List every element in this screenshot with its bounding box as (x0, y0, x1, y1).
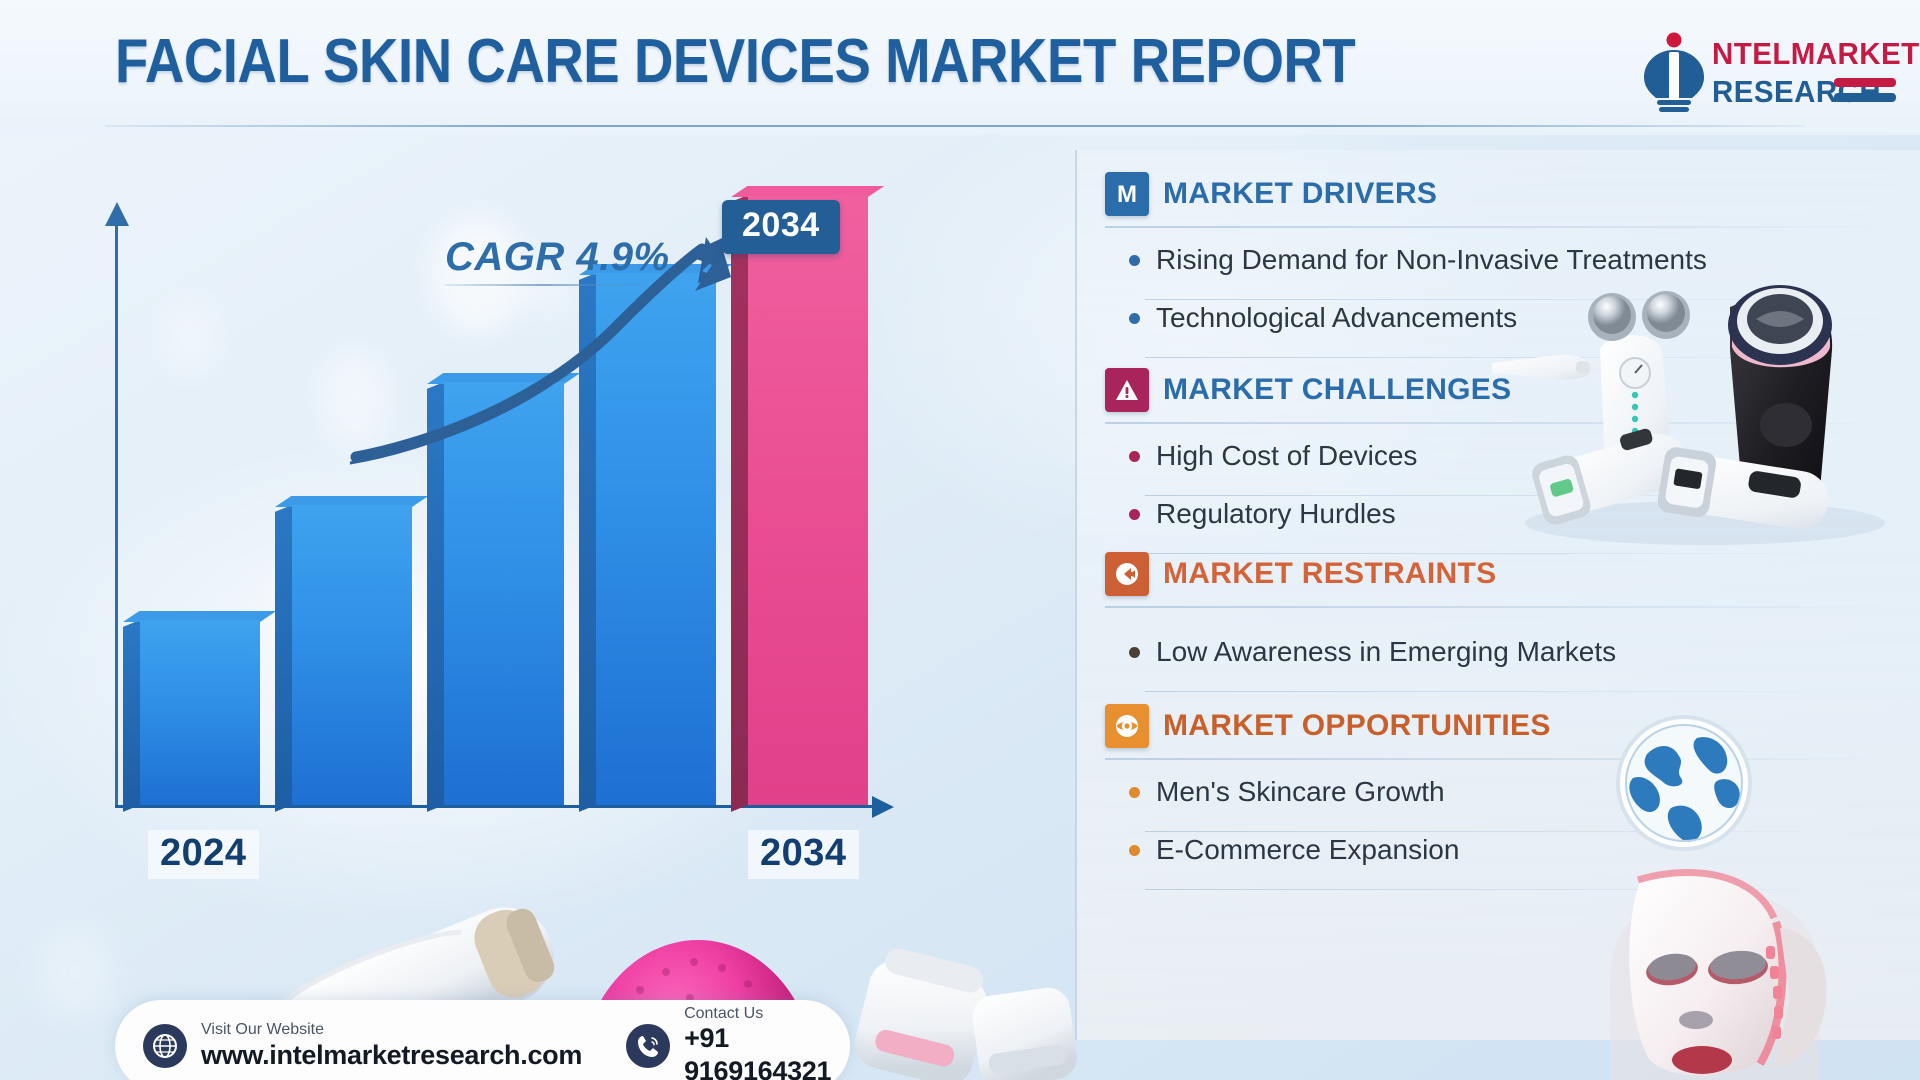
logo-wordmark: NTELMARKET RESEARCH (1712, 38, 1920, 107)
website-label: Visit Our Website (201, 1021, 325, 1038)
contact-value[interactable]: +91 9169164321 (684, 1023, 832, 1080)
bokeh-light (430, 215, 526, 335)
skincare-devices-photo (1492, 285, 1885, 545)
bullet-divider (1145, 831, 1802, 832)
bullet-dot-icon (1129, 787, 1140, 798)
list-item: Rising Demand for Non-Invasive Treatment… (1077, 242, 1920, 299)
cagr-annotation: CAGR 4.9% (445, 235, 670, 286)
bar-3 (427, 373, 581, 812)
bullet-list: Rising Demand for Non-Invasive Treatment… (1077, 242, 1920, 358)
warning-triangle-icon (1105, 368, 1149, 412)
led-face-mask-photo (1610, 868, 1827, 1080)
y-axis-line (115, 218, 118, 808)
section-underline (1105, 422, 1894, 424)
logo-bars-icon (1834, 78, 1896, 102)
brand-logo[interactable]: NTELMARKET RESEARCH (1620, 16, 1919, 120)
section-market-drivers: M MARKET DRIVERS Rising Demand for Non-I… (1077, 172, 1920, 358)
bullet-dot-icon (1129, 451, 1140, 462)
bullet-divider (1145, 691, 1802, 692)
eye-target-icon (1105, 704, 1149, 748)
growth-bar-chart: CAGR 4.9% 2034 2024 2034 (60, 150, 1060, 890)
section-header: M MARKET DRIVERS (1077, 172, 1920, 216)
list-item-label: High Cost of Devices (1156, 440, 1418, 471)
section-header: MARKET OPPORTUNITIES (1077, 704, 1920, 748)
list-item-label: Men's Skincare Growth (1156, 776, 1445, 807)
globe-footer-icon (143, 1023, 187, 1068)
circular-arrow-icon (1105, 552, 1149, 596)
bar-2 (275, 496, 429, 812)
bullet-dot-icon (1129, 647, 1140, 658)
bullet-dot-icon (1129, 509, 1140, 520)
cagr-underline (445, 284, 645, 286)
section-title: MARKET OPPORTUNITIES (1163, 709, 1551, 742)
contact-footer: Visit Our Website www.intelmarketresearc… (115, 1000, 850, 1080)
bullet-list: Men's Skincare Growth E-Commerce Expansi… (1077, 774, 1920, 890)
bokeh-light (40, 930, 110, 1016)
page-title: FACIAL SKIN CARE DEVICES MARKET REPORT (115, 27, 1356, 96)
contact-info[interactable]: Contact Us +91 9169164321 (626, 1005, 850, 1080)
bullet-dot-icon (1129, 313, 1140, 324)
list-item-label: Regulatory Hurdles (1156, 498, 1396, 529)
bullet-dot-icon (1129, 255, 1140, 266)
page-header: FACIAL SKIN CARE DEVICES MARKET REPORT (0, 0, 1920, 135)
list-item-label: Low Awareness in Emerging Markets (1156, 636, 1617, 667)
list-item-label: E-Commerce Expansion (1156, 834, 1460, 865)
cagr-label: CAGR 4.9% (445, 235, 670, 279)
bullet-list: Low Awareness in Emerging Markets (1077, 634, 1920, 692)
list-item: Men's Skincare Growth (1077, 774, 1920, 831)
svg-text:M: M (1117, 181, 1137, 208)
x-axis-label-start: 2024 (148, 830, 259, 879)
bokeh-light (318, 350, 392, 446)
section-title: MARKET RESTRAINTS (1163, 557, 1497, 590)
section-market-challenges: MARKET CHALLENGES High Cost of Devices R… (1077, 368, 1920, 554)
bar-4 (579, 264, 733, 812)
title-divider (105, 125, 1805, 127)
section-header: MARKET RESTRAINTS (1077, 552, 1920, 596)
bokeh-light (520, 255, 574, 321)
section-market-opportunities: MARKET OPPORTUNITIES Men's Skincare Grow… (1077, 704, 1920, 890)
x-axis-arrow-icon (872, 796, 894, 818)
list-item-label: Technological Advancements (1156, 302, 1518, 333)
x-axis-label-end: 2034 (748, 830, 859, 879)
m-badge-icon: M (1105, 172, 1149, 216)
list-item-label: Rising Demand for Non-Invasive Treatment… (1156, 244, 1707, 275)
list-item: Regulatory Hurdles (1077, 496, 1920, 553)
section-underline (1105, 226, 1894, 228)
end-year-badge: 2034 (722, 200, 840, 254)
website-value[interactable]: www.intelmarketresearch.com (201, 1039, 583, 1070)
bullet-divider (1145, 889, 1802, 890)
globe-icon (1616, 715, 1752, 851)
x-axis-line (115, 805, 875, 808)
list-item: E-Commerce Expansion (1077, 832, 1920, 889)
contact-label: Contact Us (684, 1004, 764, 1022)
section-header: MARKET CHALLENGES (1077, 368, 1920, 412)
lightbulb-icon (1644, 32, 1704, 112)
bokeh-light (160, 300, 220, 374)
bullet-divider (1145, 299, 1802, 300)
section-market-restraints: MARKET RESTRAINTS Low Awareness in Emerg… (1077, 552, 1920, 692)
bar-5 (731, 186, 885, 812)
section-underline (1105, 758, 1894, 760)
section-underline (1105, 606, 1894, 608)
section-title: MARKET CHALLENGES (1163, 373, 1512, 406)
bullet-divider (1145, 357, 1802, 358)
section-title: MARKET DRIVERS (1163, 177, 1438, 210)
list-item: Low Awareness in Emerging Markets (1077, 634, 1920, 691)
bar-1 (123, 611, 277, 812)
list-item: High Cost of Devices (1077, 438, 1920, 495)
bullet-divider (1145, 495, 1802, 496)
phone-icon (626, 1024, 671, 1068)
website-info[interactable]: Visit Our Website www.intelmarketresearc… (143, 1021, 582, 1071)
bullet-list: High Cost of Devices Regulatory Hurdles (1077, 438, 1920, 554)
logo-line-1: NTELMARKET (1712, 36, 1920, 71)
list-item: Technological Advancements (1077, 300, 1920, 357)
trend-arrow-icon (350, 225, 750, 465)
bullet-dot-icon (1129, 845, 1140, 856)
bullet-divider (1145, 553, 1802, 554)
